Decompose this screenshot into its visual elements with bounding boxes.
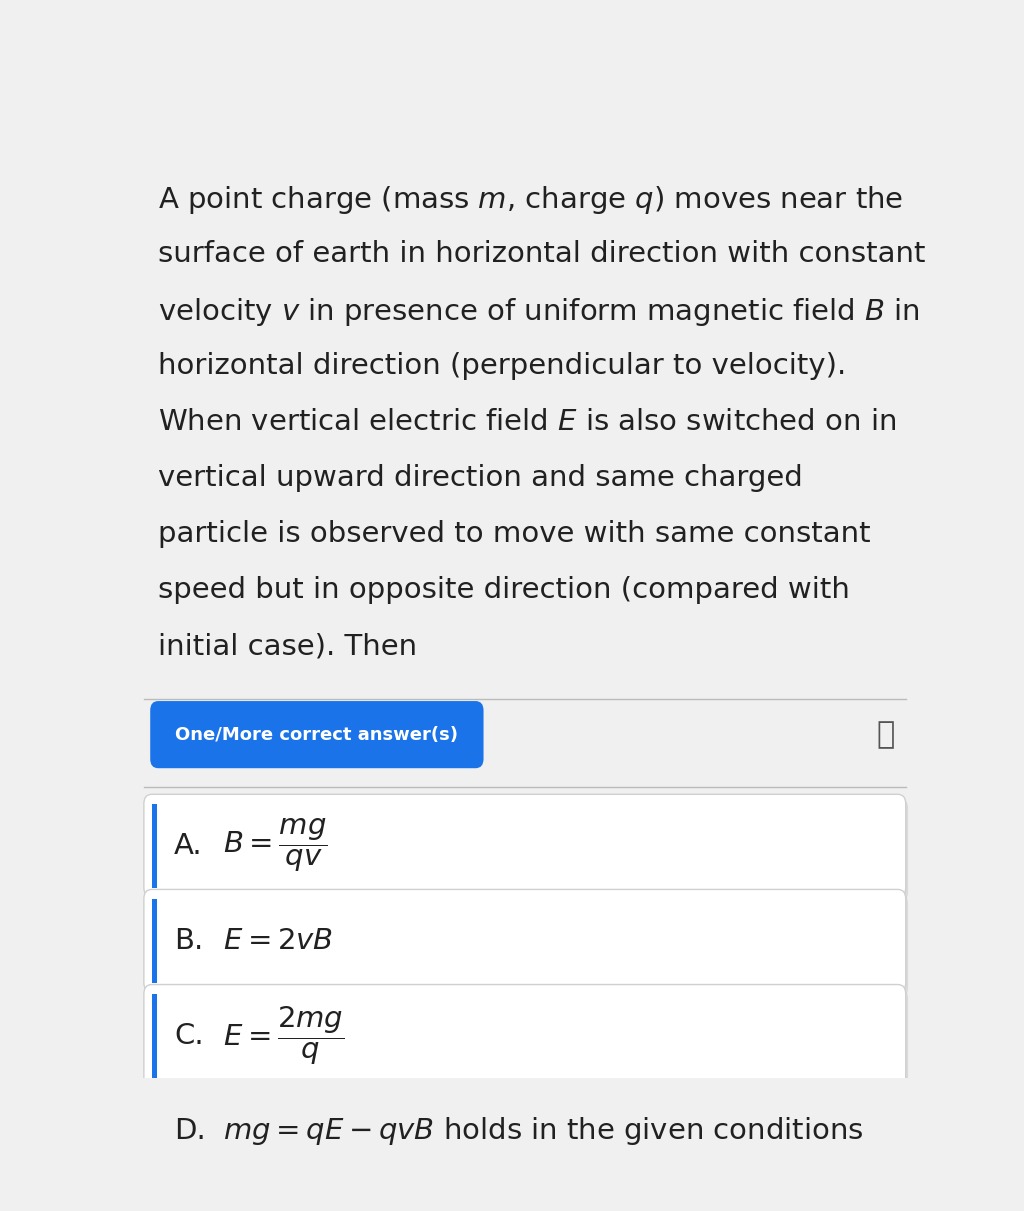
- Text: C.: C.: [174, 1022, 204, 1050]
- Text: horizontal direction (perpendicular to velocity).: horizontal direction (perpendicular to v…: [158, 352, 847, 380]
- Text: ⓘ: ⓘ: [877, 721, 895, 750]
- Text: velocity $v$ in presence of uniform magnetic field $B$ in: velocity $v$ in presence of uniform magn…: [158, 297, 920, 328]
- FancyBboxPatch shape: [143, 985, 905, 1087]
- Text: When vertical electric field $E$ is also switched on in: When vertical electric field $E$ is also…: [158, 408, 896, 436]
- Text: $E = 2vB$: $E = 2vB$: [223, 926, 334, 954]
- Text: surface of earth in horizontal direction with constant: surface of earth in horizontal direction…: [158, 241, 926, 269]
- FancyBboxPatch shape: [146, 1084, 908, 1187]
- FancyBboxPatch shape: [146, 989, 908, 1092]
- Bar: [152, 994, 158, 1078]
- Bar: [152, 899, 158, 982]
- Bar: [152, 804, 158, 888]
- Text: $E = \dfrac{2mg}{q}$: $E = \dfrac{2mg}{q}$: [223, 1005, 344, 1067]
- Text: vertical upward direction and same charged: vertical upward direction and same charg…: [158, 464, 803, 492]
- Text: One/More correct answer(s): One/More correct answer(s): [175, 725, 459, 744]
- Text: $B = \dfrac{mg}{qv}$: $B = \dfrac{mg}{qv}$: [223, 817, 328, 874]
- FancyBboxPatch shape: [143, 1080, 905, 1182]
- Text: initial case). Then: initial case). Then: [158, 632, 418, 660]
- Text: B.: B.: [174, 926, 204, 954]
- Text: A point charge (mass $m$, charge $q$) moves near the: A point charge (mass $m$, charge $q$) mo…: [158, 184, 903, 217]
- Text: $mg = qE - qvB$ holds in the given conditions: $mg = qE - qvB$ holds in the given condi…: [223, 1115, 863, 1147]
- Text: particle is observed to move with same constant: particle is observed to move with same c…: [158, 521, 870, 549]
- Bar: [152, 1089, 158, 1173]
- Text: D.: D.: [174, 1117, 206, 1144]
- Text: speed but in opposite direction (compared with: speed but in opposite direction (compare…: [158, 576, 850, 604]
- FancyBboxPatch shape: [146, 799, 908, 901]
- Text: A.: A.: [174, 832, 203, 860]
- FancyBboxPatch shape: [143, 889, 905, 992]
- FancyBboxPatch shape: [143, 794, 905, 897]
- FancyBboxPatch shape: [146, 894, 908, 997]
- FancyBboxPatch shape: [151, 701, 483, 768]
